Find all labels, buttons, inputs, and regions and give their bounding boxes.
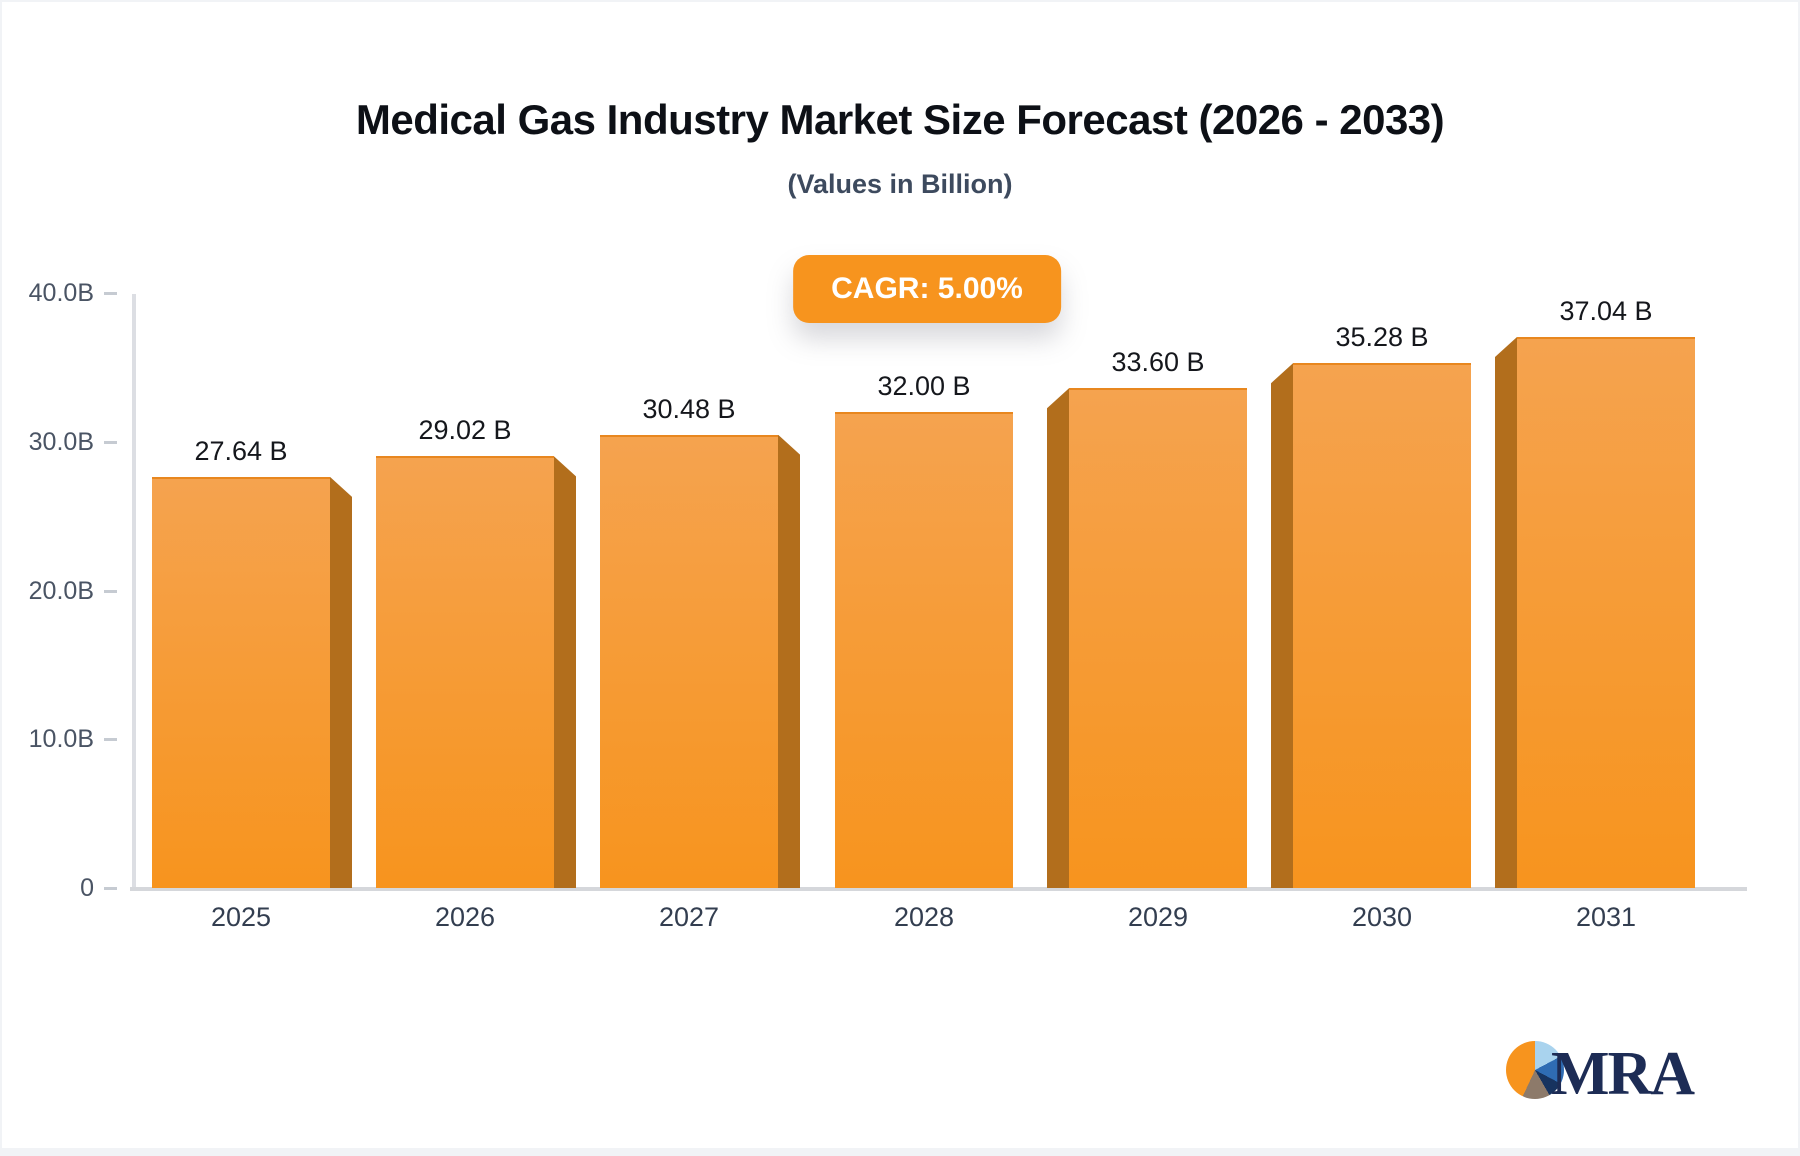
x-axis-label-2030: 2030 (1351, 902, 1413, 932)
y-axis-tick (104, 589, 117, 593)
x-axis-label-2027: 2027 (658, 902, 720, 932)
bar-2027 (600, 434, 778, 888)
x-axis-line (130, 887, 1747, 891)
y-axis-label: 30.0B (28, 427, 94, 456)
y-axis-tick (104, 738, 117, 742)
y-axis-tick (104, 440, 117, 444)
bar-3d-side-2030 (1271, 363, 1293, 888)
y-axis-tick (104, 292, 117, 295)
y-axis-label: 10.0B (28, 725, 94, 754)
bar-2028 (835, 412, 1013, 888)
bar-2029 (1069, 388, 1247, 888)
bar-value-label-2029: 33.60 B (1111, 347, 1205, 378)
x-axis-label-2026: 2026 (434, 902, 496, 932)
bar-2030 (1293, 363, 1471, 888)
chart-subtitle: (Values in Billion) (787, 169, 1013, 199)
bar-value-label-2027: 30.48 B (642, 393, 736, 424)
bar-2026 (376, 456, 554, 888)
y-axis-label: 20.0B (28, 576, 94, 605)
y-axis-line (132, 294, 136, 888)
y-axis-tick (104, 887, 117, 890)
bar-value-label-2028: 32.00 B (877, 371, 971, 401)
bar-3d-side-2025 (330, 476, 352, 888)
y-axis-label: 40.0B (28, 279, 94, 307)
chart-title: Medical Gas Industry Market Size Forecas… (355, 96, 1445, 143)
x-axis-label-2025: 2025 (210, 902, 272, 932)
bar-value-label-2026: 29.02 B (418, 415, 512, 446)
x-axis-label-2029: 2029 (1127, 902, 1189, 932)
pie-chart-icon (1506, 1041, 1564, 1099)
bar-2025 (152, 476, 330, 888)
logo-text: MRA (1551, 1040, 1695, 1108)
bar-2031 (1517, 337, 1695, 888)
y-axis-label: 0 (80, 874, 94, 902)
x-axis-label-2031: 2031 (1575, 902, 1637, 932)
bar-value-label-2030: 35.28 B (1335, 322, 1429, 353)
bar-3d-side-2029 (1047, 388, 1069, 888)
cagr-badge: CAGR: 5.00% (793, 255, 1061, 323)
bar-value-label-2025: 27.64 B (194, 435, 288, 466)
bar-3d-side-2026 (554, 456, 576, 888)
bar-value-label-2031: 37.04 B (1559, 296, 1653, 327)
bar-3d-side-2031 (1495, 337, 1517, 888)
bar-3d-side-2027 (778, 434, 800, 888)
x-axis-label-2028: 2028 (893, 902, 955, 932)
